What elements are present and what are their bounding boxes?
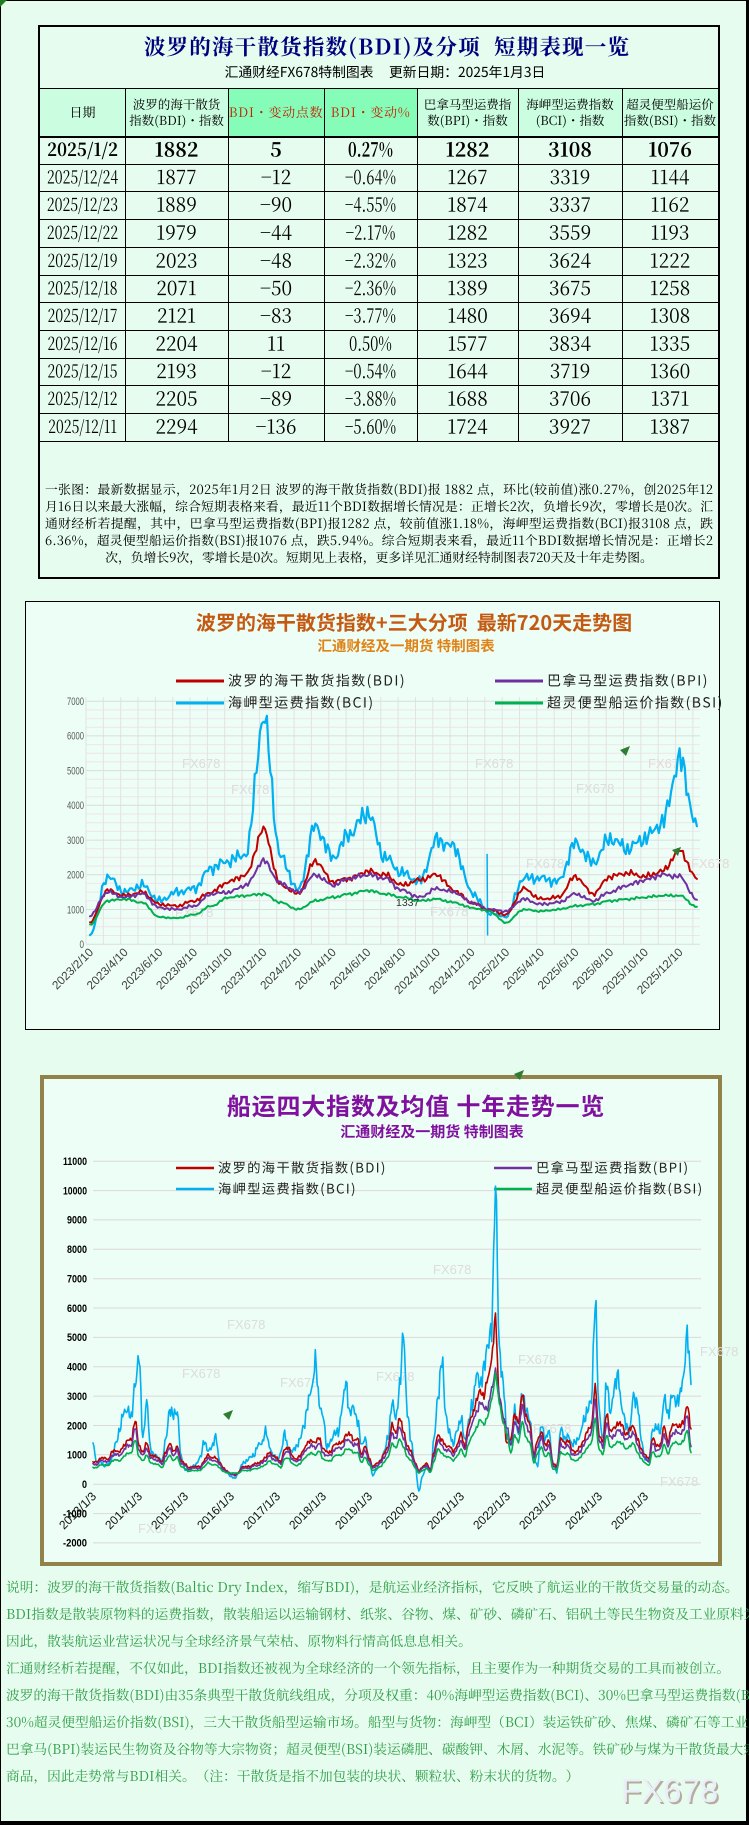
- svg-text:0: 0: [82, 1479, 87, 1491]
- svg-text:8000: 8000: [67, 1244, 87, 1256]
- svg-text:11000: 11000: [63, 1156, 87, 1168]
- svg-text:9000: 9000: [67, 1215, 87, 1227]
- svg-text:3000: 3000: [67, 1391, 87, 1403]
- svg-text:-2000: -2000: [63, 1538, 87, 1550]
- svg-text:FX678: FX678: [518, 1352, 556, 1367]
- svg-text:FX678: FX678: [433, 1262, 471, 1277]
- svg-text:1000: 1000: [67, 904, 84, 916]
- svg-text:FX678: FX678: [623, 1774, 720, 1811]
- svg-text:1000: 1000: [67, 1450, 87, 1462]
- svg-text:FX678: FX678: [533, 1421, 571, 1436]
- svg-text:FX678: FX678: [227, 1317, 265, 1332]
- svg-text:FX678: FX678: [182, 756, 220, 771]
- svg-text:FX678: FX678: [182, 1366, 220, 1381]
- svg-text:10000: 10000: [63, 1185, 87, 1197]
- svg-text:2000: 2000: [67, 1420, 87, 1432]
- svg-text:FX678: FX678: [231, 782, 269, 797]
- svg-text:FX678: FX678: [621, 1772, 718, 1809]
- svg-text:2000: 2000: [67, 870, 84, 882]
- svg-text:FX678: FX678: [376, 1369, 414, 1384]
- svg-text:FX678: FX678: [526, 856, 564, 871]
- svg-text:7000: 7000: [67, 696, 84, 708]
- svg-text:-1000: -1000: [63, 1508, 87, 1520]
- svg-text:0: 0: [80, 939, 85, 951]
- svg-text:5000: 5000: [67, 1332, 87, 1344]
- svg-text:4000: 4000: [67, 1362, 87, 1374]
- svg-text:FX678: FX678: [576, 781, 614, 796]
- svg-text:FX678: FX678: [138, 1521, 176, 1536]
- svg-text:1337: 1337: [396, 897, 420, 909]
- svg-text:FX678: FX678: [475, 756, 513, 771]
- svg-text:FX678: FX678: [430, 904, 468, 919]
- svg-text:FX678: FX678: [280, 1375, 318, 1390]
- svg-text:6000: 6000: [67, 1303, 87, 1315]
- svg-text:3000: 3000: [67, 835, 84, 847]
- svg-text:4000: 4000: [67, 800, 84, 812]
- svg-text:6000: 6000: [67, 731, 84, 743]
- svg-text:FX678: FX678: [700, 1344, 738, 1359]
- svg-text:5000: 5000: [67, 765, 84, 777]
- svg-text:7000: 7000: [67, 1273, 87, 1285]
- svg-text:FX678: FX678: [691, 856, 729, 871]
- svg-text:FX678: FX678: [660, 1474, 698, 1489]
